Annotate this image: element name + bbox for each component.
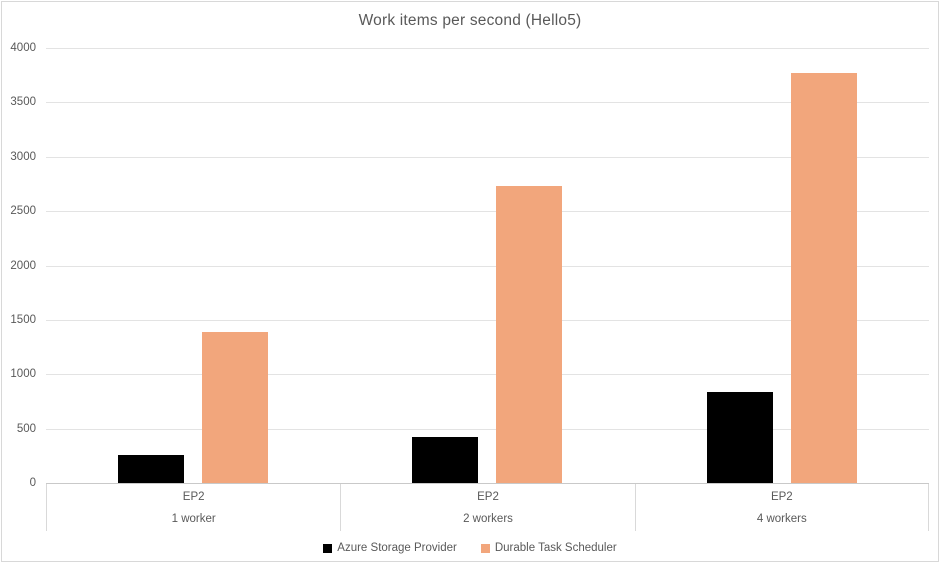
category-sku-label: EP2	[770, 491, 793, 503]
bar-group	[46, 48, 340, 483]
y-axis-tick-label: 3000	[10, 150, 36, 163]
bar-group	[340, 48, 634, 483]
category-sku-label: EP2	[477, 491, 499, 503]
y-axis-tick-label: 0	[29, 477, 36, 489]
legend-label: Durable Task Scheduler	[494, 542, 617, 554]
legend-item-azure-storage-provider: Azure Storage Provider	[323, 542, 457, 554]
y-axis-tick-label: 1500	[10, 313, 36, 326]
gridline	[46, 48, 929, 49]
legend: Azure Storage Provider Durable Task Sched…	[2, 540, 938, 556]
gridline	[46, 265, 929, 267]
y-axis-tick-label: 2500	[10, 205, 36, 218]
bar-group	[635, 48, 929, 483]
bar-durable-task-scheduler	[202, 331, 269, 483]
legend-swatch-icon	[480, 543, 490, 553]
y-axis-tick-label: 1000	[10, 368, 36, 381]
category-workers-label: 4 workers	[756, 513, 807, 525]
category-cell: EP2 2 workers	[340, 484, 634, 531]
legend-label: Azure Storage Provider	[337, 542, 457, 554]
y-axis-tick-label: 2000	[10, 259, 36, 272]
y-axis: 0 500 1000 1500 2000 2500 3000 3500 4000	[2, 42, 36, 489]
category-workers-label: 2 workers	[463, 513, 513, 525]
gridline	[46, 428, 929, 430]
bar-azure-storage-provider	[412, 437, 479, 483]
bar-groups	[46, 48, 929, 483]
category-workers-label: 1 worker	[171, 513, 216, 525]
gridline	[46, 156, 929, 158]
legend-swatch-icon	[323, 543, 333, 553]
y-axis-tick-label: 500	[16, 422, 36, 435]
bar-azure-storage-provider	[118, 454, 185, 483]
legend-item-durable-task-scheduler: Durable Task Scheduler	[480, 542, 617, 554]
x-axis-categories: EP2 1 worker EP2 2 workers EP2 4 workers	[46, 484, 929, 531]
plot-area	[46, 48, 929, 484]
category-sku-label: EP2	[182, 491, 205, 503]
gridline	[46, 319, 929, 321]
y-axis-tick-label: 3500	[10, 96, 36, 109]
bar-durable-task-scheduler	[790, 73, 857, 483]
category-cell: EP2 1 worker	[46, 484, 340, 531]
y-axis-tick-label: 4000	[10, 42, 36, 54]
category-cell: EP2 4 workers	[634, 484, 929, 531]
bar-durable-task-scheduler	[496, 186, 563, 483]
gridline	[46, 102, 929, 104]
chart-title: Work items per second (Hello5)	[358, 12, 582, 29]
gridline	[46, 211, 929, 213]
gridline	[46, 374, 929, 376]
bar-azure-storage-provider	[706, 391, 773, 483]
